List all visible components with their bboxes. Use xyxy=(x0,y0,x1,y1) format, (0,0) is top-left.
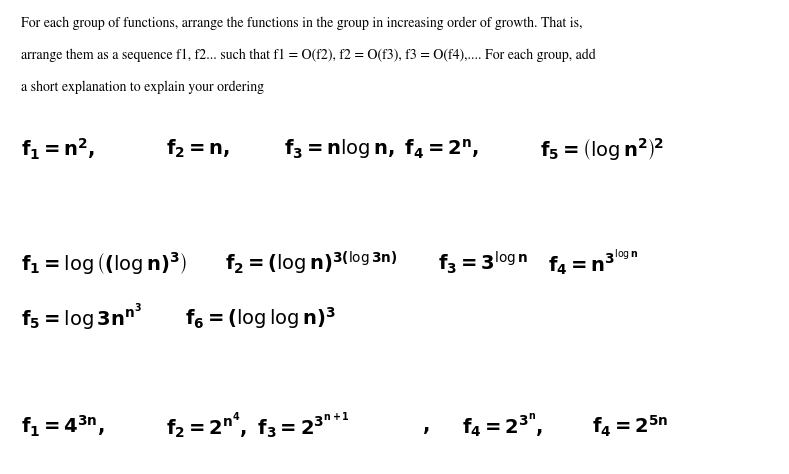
Text: $\mathbf{f_5 = \log 3n^{n^3}}$: $\mathbf{f_5 = \log 3n^{n^3}}$ xyxy=(21,302,142,333)
Text: $\mathbf{f_2 = (\log n)^{3(\log 3n)}}$: $\mathbf{f_2 = (\log n)^{3(\log 3n)}}$ xyxy=(225,249,398,277)
Text: For each group of functions, arrange the functions in the group in increasing or: For each group of functions, arrange the… xyxy=(21,17,583,30)
Text: $\mathbf{f_1 = n^2,}$: $\mathbf{f_1 = n^2,}$ xyxy=(21,137,95,162)
Text: $\mathbf{f_6 = (\log \log n)^3}$: $\mathbf{f_6 = (\log \log n)^3}$ xyxy=(185,305,336,330)
Text: $\mathbf{f_4 = n^{3^{\log n}}}$: $\mathbf{f_4 = n^{3^{\log n}}}$ xyxy=(548,248,639,278)
Text: a short explanation to explain your ordering: a short explanation to explain your orde… xyxy=(21,81,264,94)
Text: $\mathbf{f_1 = 4^{3n},}$: $\mathbf{f_1 = 4^{3n},}$ xyxy=(21,414,105,439)
Text: $\mathbf{f_4 = 2^{5n}}$: $\mathbf{f_4 = 2^{5n}}$ xyxy=(592,414,668,439)
Text: $\mathbf{f_1 = \log\left((\log n)^3\right)}$: $\mathbf{f_1 = \log\left((\log n)^3\righ… xyxy=(21,250,187,276)
Text: $\mathbf{f_3 = 3^{\log n}}$: $\mathbf{f_3 = 3^{\log n}}$ xyxy=(438,250,528,276)
Text: arrange them as a sequence f1, f2... such that f1 = O(f2), f2 = O(f3), f3 = O(f4: arrange them as a sequence f1, f2... suc… xyxy=(21,49,596,62)
Text: $\mathbf{f_2 = 2^{n^4},\ f_3 = 2^{3^{n+1}}}$: $\mathbf{f_2 = 2^{n^4},\ f_3 = 2^{3^{n+1… xyxy=(166,412,350,441)
Text: $\mathbf{f_4 = 2^{3^n},}$: $\mathbf{f_4 = 2^{3^n},}$ xyxy=(462,413,543,440)
Text: $\mathbf{f_3 = n \log n,\ f_4 = 2^n,}$: $\mathbf{f_3 = n \log n,\ f_4 = 2^n,}$ xyxy=(284,137,479,161)
Text: $\mathbf{f_5 = \left(\log n^2\right)^{\!2}}$: $\mathbf{f_5 = \left(\log n^2\right)^{\!… xyxy=(540,137,664,162)
Text: $\mathbf{f_2 = n,}$: $\mathbf{f_2 = n,}$ xyxy=(166,138,230,161)
Text: $\mathbf{,}$: $\mathbf{,}$ xyxy=(422,417,429,436)
